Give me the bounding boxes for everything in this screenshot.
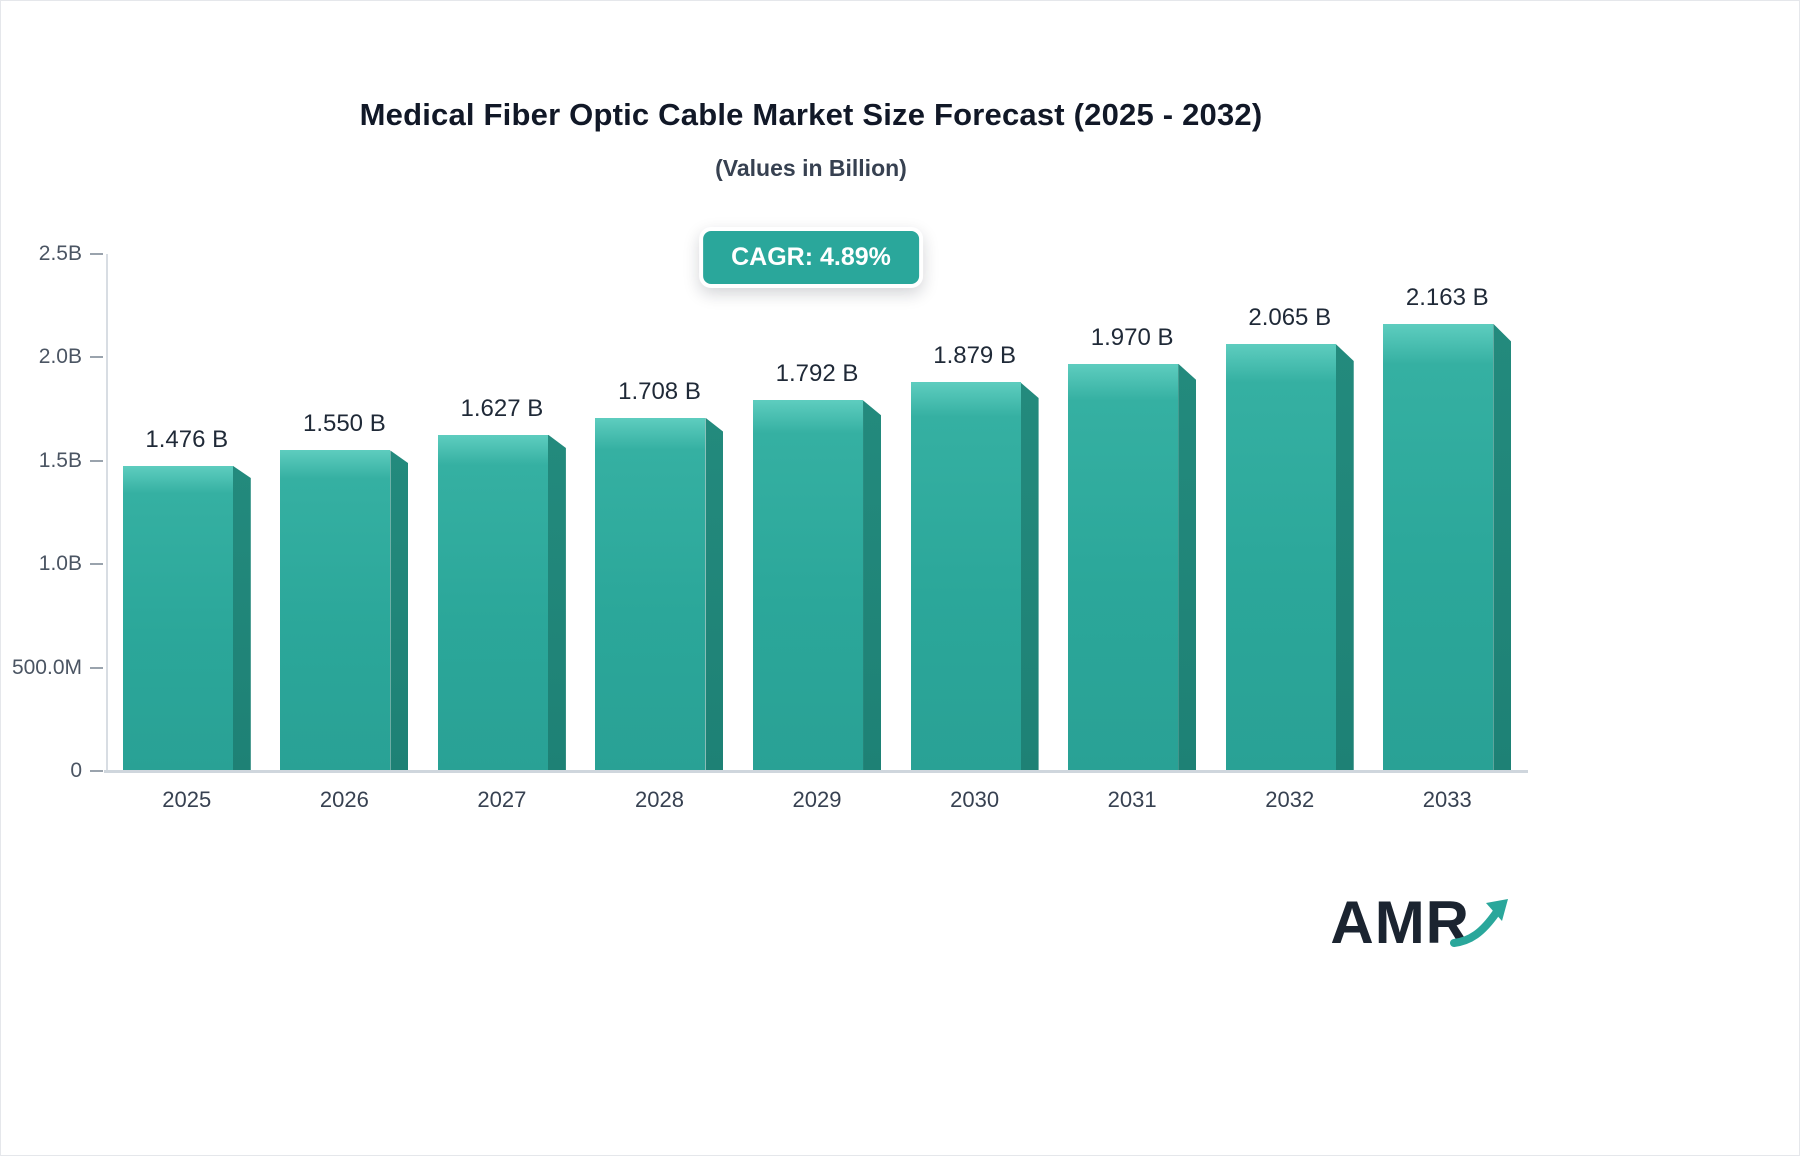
bar-column: 1.708 B — [581, 254, 739, 771]
y-tick: 2.0B — [12, 345, 106, 369]
bar-column: 1.476 B — [108, 254, 266, 771]
bar-value-label: 1.879 B — [933, 342, 1016, 370]
bar-face — [753, 400, 864, 771]
bar-value-label: 1.792 B — [775, 360, 859, 388]
bar-value-label: 2.163 B — [1405, 283, 1489, 311]
bar-face — [122, 465, 233, 771]
bar-value-label: 1.708 B — [618, 377, 701, 405]
bar-face — [1225, 343, 1336, 771]
bar-value-label: 2.065 B — [1248, 303, 1332, 331]
chart-header: Medical Fiber Optic Cable Market Size Fo… — [1, 97, 1621, 182]
y-tick-dash — [90, 666, 103, 669]
bar-column: 2.163 B — [1369, 254, 1527, 771]
y-tick-dash — [90, 563, 103, 566]
bar-value-label: 1.550 B — [302, 410, 386, 438]
x-tick-label: 2028 — [634, 787, 684, 812]
y-tick: 2.5B — [12, 242, 106, 266]
bar-column: 1.970 B — [1053, 254, 1211, 771]
bar-column: 1.879 B — [896, 254, 1054, 771]
bar-side-3d — [705, 417, 724, 771]
chart-subtitle: (Values in Billion) — [715, 155, 907, 181]
y-tick-dash — [90, 459, 103, 462]
bar-side-3d — [1335, 343, 1354, 771]
y-tick: 1.5B — [12, 449, 106, 473]
y-tick-label: 0 — [70, 759, 82, 782]
y-tick-dash — [90, 770, 103, 772]
x-tick-label: 2033 — [1422, 787, 1472, 812]
bar — [122, 465, 251, 771]
bar-value-label: 1.476 B — [145, 425, 229, 453]
bar-column: 2.065 B — [1211, 254, 1369, 771]
bar — [753, 400, 882, 771]
y-tick-dash — [90, 253, 103, 255]
y-tick-label: 2.0B — [38, 345, 82, 369]
bar-side-3d — [1020, 382, 1039, 771]
y-tick-label: 2.5B — [38, 242, 82, 265]
bar-column: 1.627 B — [423, 254, 581, 771]
x-tick-label: 2029 — [792, 787, 842, 812]
bar-face — [280, 450, 391, 771]
y-tick-label: 500.0M — [11, 655, 82, 679]
y-tick: 0 — [12, 759, 106, 783]
bar-column: 1.550 B — [266, 254, 424, 771]
cagr-badge: CAGR: 4.89% — [699, 227, 923, 288]
x-tick-label: 2027 — [477, 787, 527, 812]
x-tick-label: 2031 — [1107, 787, 1157, 812]
bar-value-label: 1.970 B — [1090, 323, 1174, 351]
bar-column: 1.792 B — [738, 254, 896, 771]
x-tick-label: 2030 — [950, 787, 1000, 812]
y-tick: 1.0B — [12, 552, 106, 576]
bar — [280, 450, 409, 771]
y-axis-labels: 2.5B 2.0B 1.5B 1.0B 500.0M 0 — [1, 242, 106, 782]
plot-area: 1.476 B 1.550 B 1.627 B 1.708 B 1.792 B 1.879… — [104, 254, 1528, 773]
bar-face — [595, 417, 706, 771]
brand-logo-text: AMR — [1330, 889, 1470, 956]
bar-side-3d — [1493, 323, 1512, 771]
bar — [1068, 363, 1197, 771]
bar — [910, 382, 1039, 771]
x-axis-labels: 2025 2026 2027 2028 2029 2030 2031 2032 2033 — [108, 787, 1526, 813]
y-tick-dash — [90, 356, 103, 359]
bar — [437, 434, 566, 771]
x-tick-label: 2026 — [319, 787, 369, 812]
chart-title: Medical Fiber Optic Cable Market Size Fo… — [359, 97, 1263, 132]
bars: 1.476 B 1.550 B 1.627 B 1.708 B 1.792 B 1.879… — [108, 254, 1526, 771]
bar-side-3d — [1178, 363, 1197, 771]
bar-side-3d — [232, 465, 251, 771]
bar-face — [1383, 323, 1494, 771]
bar-side-3d — [863, 400, 882, 771]
x-tick-label: 2032 — [1265, 787, 1315, 812]
brand-logo: AMR — [1330, 893, 1514, 953]
bar-face — [910, 382, 1021, 771]
bar-face — [1068, 363, 1179, 771]
x-tick-label: 2025 — [162, 787, 212, 812]
y-tick-label: 1.5B — [38, 448, 82, 472]
growth-arrow-icon — [1450, 899, 1508, 947]
y-axis-line — [106, 254, 108, 771]
y-tick: 500.0M — [12, 656, 106, 680]
y-tick-label: 1.0B — [38, 552, 82, 576]
bar — [1225, 343, 1354, 771]
bar-value-label: 1.627 B — [460, 394, 544, 422]
x-axis-line — [104, 770, 1528, 773]
bar-side-3d — [390, 450, 409, 771]
bar-face — [437, 434, 548, 771]
bar — [595, 417, 724, 771]
bar-side-3d — [547, 434, 566, 771]
bar — [1383, 323, 1512, 771]
